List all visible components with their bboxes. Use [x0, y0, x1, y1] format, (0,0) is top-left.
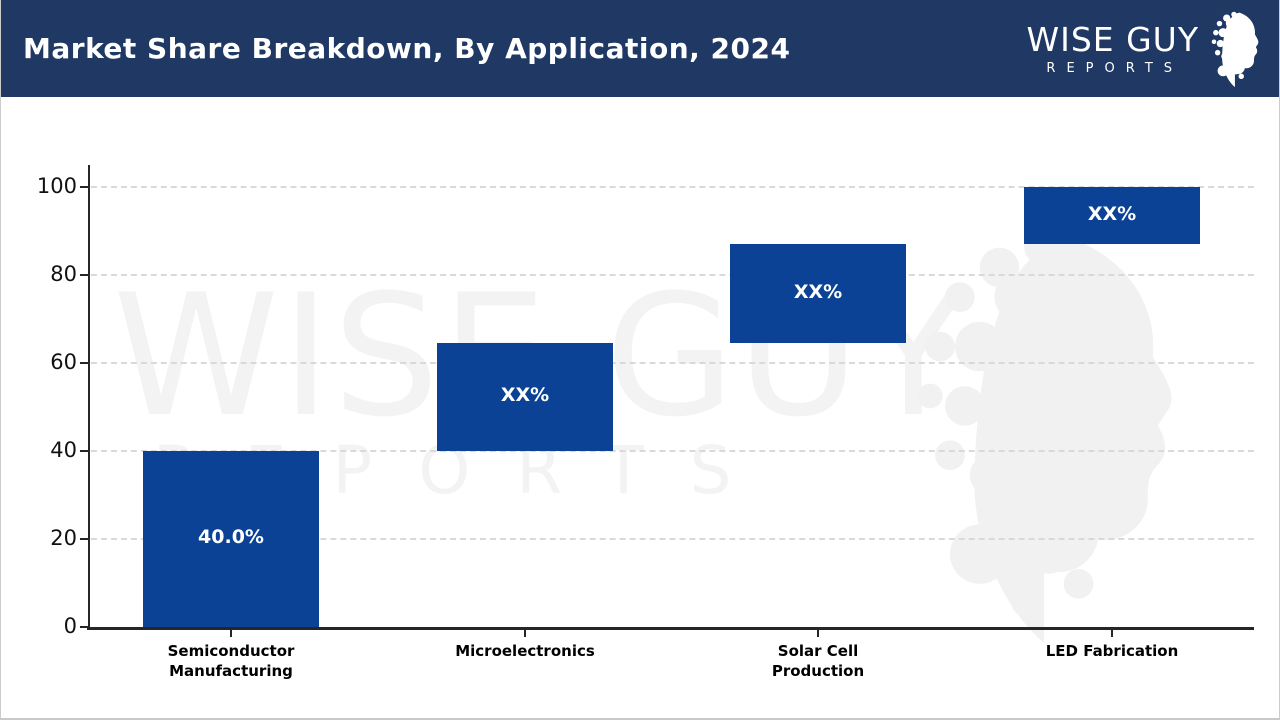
category-label-line: Microelectronics: [455, 642, 595, 660]
category-label-line: Semiconductor: [167, 642, 295, 660]
category-label-line: Solar Cell: [777, 642, 859, 660]
bar-value-label: XX%: [793, 280, 843, 303]
brand-logo: WISE GUY REPORTS: [1026, 9, 1263, 89]
y-tick-mark: [80, 274, 89, 276]
y-gridline: [91, 450, 1254, 452]
y-tick-label: 100: [36, 174, 77, 198]
y-gridline: [91, 362, 1254, 364]
x-tick-mark: [524, 630, 526, 637]
y-tick-mark: [80, 186, 89, 188]
y-tick-label: 60: [50, 350, 77, 374]
x-axis-line: [87, 627, 1254, 630]
y-tick-label: 80: [50, 262, 77, 286]
bar-value-label: XX%: [500, 384, 550, 407]
y-axis-line: [88, 165, 90, 630]
bar: [437, 343, 613, 451]
y-tick-mark: [80, 362, 89, 364]
y-tick-mark: [80, 626, 89, 628]
bar-value-label: XX%: [1087, 202, 1137, 225]
bar-value-label: 40.0%: [198, 526, 264, 548]
y-tick-label: 40: [50, 438, 77, 462]
category-label: Microelectronics: [405, 641, 645, 661]
category-label: Semiconductor Manufacturing: [111, 641, 351, 681]
y-gridline: [91, 538, 1254, 540]
bar: [143, 451, 319, 627]
header-bar: Market Share Breakdown, By Application, …: [1, 0, 1279, 97]
category-label: LED Fabrication: [992, 641, 1232, 661]
category-label-line: LED Fabrication: [1045, 642, 1179, 660]
bar: [730, 244, 906, 344]
y-tick-label: 0: [63, 614, 77, 638]
category-label: Solar Cell Production: [698, 641, 938, 681]
y-gridline: [91, 274, 1254, 276]
x-tick-mark: [1111, 630, 1113, 637]
x-tick-mark: [817, 630, 819, 637]
brand-logo-text: WISE GUY REPORTS: [1026, 23, 1199, 75]
x-tick-mark: [230, 630, 232, 637]
category-label-line: Manufacturing: [169, 662, 293, 680]
y-tick-mark: [80, 538, 89, 540]
bar: [1024, 187, 1200, 245]
page-title: Market Share Breakdown, By Application, …: [23, 32, 791, 65]
y-tick-mark: [80, 450, 89, 452]
market-share-chart: 0 20 40 60 80 100 40.0% Semiconductor Manufactur…: [1, 97, 1279, 718]
brand-subname: REPORTS: [1046, 60, 1184, 76]
brand-name: WISE GUY: [1026, 19, 1199, 59]
y-gridline: [91, 186, 1254, 188]
category-label-line: Production: [771, 662, 865, 680]
brand-face-icon: [1211, 11, 1259, 87]
y-tick-label: 20: [50, 526, 77, 550]
